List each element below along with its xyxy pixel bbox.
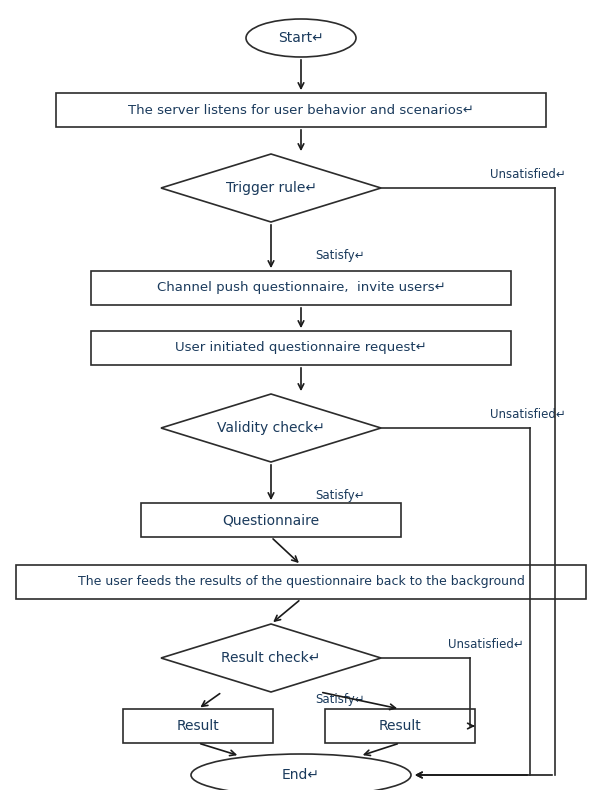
Text: Result check↵: Result check↵ xyxy=(221,651,321,665)
Bar xyxy=(16,565,586,599)
Bar xyxy=(91,271,511,305)
Ellipse shape xyxy=(246,19,356,57)
Polygon shape xyxy=(161,394,381,462)
Text: Unsatisfied↵: Unsatisfied↵ xyxy=(490,408,566,422)
Polygon shape xyxy=(161,624,381,692)
Text: Result: Result xyxy=(177,719,219,733)
Text: User initiated questionnaire request↵: User initiated questionnaire request↵ xyxy=(175,341,427,355)
Text: Satisfy↵: Satisfy↵ xyxy=(315,488,365,502)
Text: Trigger rule↵: Trigger rule↵ xyxy=(226,181,317,195)
Text: Channel push questionnaire,  invite users↵: Channel push questionnaire, invite users… xyxy=(157,281,446,295)
Text: Validity check↵: Validity check↵ xyxy=(217,421,325,435)
Text: End↵: End↵ xyxy=(282,768,320,782)
Text: Satisfy↵: Satisfy↵ xyxy=(315,694,365,706)
Text: Start↵: Start↵ xyxy=(278,31,324,45)
Bar xyxy=(123,709,273,743)
Text: Questionnaire: Questionnaire xyxy=(223,513,320,527)
Text: The server listens for user behavior and scenarios↵: The server listens for user behavior and… xyxy=(128,103,474,116)
Bar xyxy=(325,709,475,743)
Text: Result: Result xyxy=(379,719,421,733)
Ellipse shape xyxy=(191,754,411,790)
Bar xyxy=(56,93,546,127)
Bar xyxy=(91,331,511,365)
Bar xyxy=(141,503,401,537)
Text: Unsatisfied↵: Unsatisfied↵ xyxy=(490,168,566,182)
Text: Unsatisfied↵: Unsatisfied↵ xyxy=(448,638,524,652)
Text: Satisfy↵: Satisfy↵ xyxy=(315,249,365,261)
Polygon shape xyxy=(161,154,381,222)
Text: The user feeds the results of the questionnaire back to the background: The user feeds the results of the questi… xyxy=(78,575,525,589)
